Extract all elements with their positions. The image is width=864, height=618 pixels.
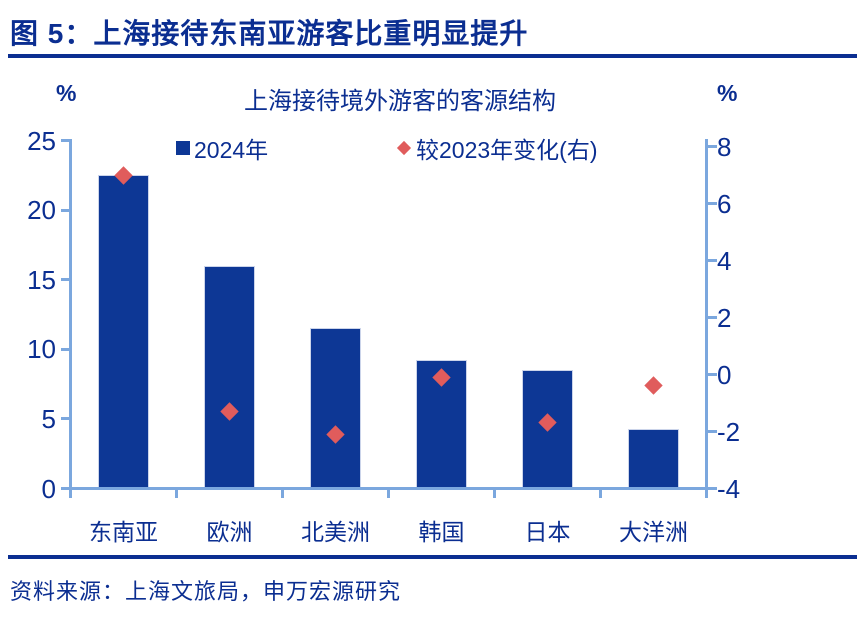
y-axis-right-tick-label: 2 <box>717 302 732 333</box>
legend-label-2024: 2024年 <box>194 137 269 163</box>
y-axis-right-tick <box>708 430 717 433</box>
bar-北美洲 <box>310 328 361 487</box>
x-axis-tick <box>387 490 390 498</box>
legend-item-change: 较2023年变化(右) <box>396 134 598 163</box>
legend-item-2024: 2024年 <box>176 134 269 163</box>
y-axis-right-tick-label: 8 <box>717 131 732 162</box>
bar-欧洲 <box>204 265 255 487</box>
category-label-东南亚: 东南亚 <box>89 519 158 545</box>
y-axis-left-tick <box>61 417 70 421</box>
category-label-北美洲: 北美洲 <box>301 519 370 545</box>
x-axis-tick <box>705 490 708 498</box>
y-axis-left-tick-label: 0 <box>41 473 56 504</box>
legend-diamond-swatch-icon <box>396 140 412 156</box>
bar-东南亚 <box>98 175 149 487</box>
x-axis-tick <box>599 490 602 498</box>
y-axis-left-tick-label: 15 <box>27 264 56 295</box>
y-axis-right-tick <box>708 259 717 262</box>
title-underline <box>8 54 857 58</box>
y-axis-left-tick <box>61 347 70 351</box>
y-axis-left-tick <box>61 139 70 142</box>
y-axis-left-tick-label: 20 <box>27 195 56 226</box>
y-axis-right-tick <box>708 145 717 148</box>
y-axis-right-tick <box>708 487 717 490</box>
y-axis-left-tick <box>61 208 70 212</box>
x-axis-tick <box>175 490 178 498</box>
bar-大洋洲 <box>628 428 679 487</box>
y-axis-left-tick-label: 25 <box>27 125 56 156</box>
y-axis-left-tick <box>61 278 70 282</box>
category-label-韩国: 韩国 <box>418 519 465 545</box>
y-axis-right-tick-label: -2 <box>717 416 741 447</box>
right-axis-unit-label: % <box>717 80 738 106</box>
left-axis-unit-label: % <box>56 80 77 106</box>
y-axis-right-tick-label: 4 <box>717 245 732 276</box>
source-note: 资料来源：上海文旅局，申万宏源研究 <box>10 579 402 604</box>
x-axis-line <box>62 487 716 490</box>
y-axis-left-tick-label: 10 <box>27 334 56 365</box>
y-axis-right-tick-label: 0 <box>717 359 732 390</box>
x-axis-tick <box>69 490 72 498</box>
y-axis-left-tick-label: 5 <box>41 403 56 434</box>
y-axis-right-tick <box>708 316 717 319</box>
x-axis-tick <box>281 490 284 498</box>
diamond-marker-大洋洲 <box>644 376 663 396</box>
category-label-大洋洲: 大洋洲 <box>619 519 688 545</box>
category-label-日本: 日本 <box>524 519 571 545</box>
y-axis-left-line <box>69 139 72 491</box>
y-axis-right-tick <box>708 373 717 376</box>
y-axis-right-tick-label: 6 <box>717 188 732 219</box>
y-axis-left-tick <box>61 487 70 490</box>
footer-divider <box>8 555 857 559</box>
chart-title: 上海接待境外游客的客源结构 <box>244 88 556 115</box>
legend-bar-swatch-icon <box>176 141 190 155</box>
y-axis-right-tick-label: -4 <box>717 473 741 504</box>
y-axis-right-tick <box>708 202 717 205</box>
x-axis-tick <box>493 490 496 498</box>
legend-label-change: 较2023年变化(右) <box>416 137 598 163</box>
y-axis-right-line <box>705 139 708 491</box>
figure-title: 图 5：上海接待东南亚游客比重明显提升 <box>10 18 529 49</box>
category-label-欧洲: 欧洲 <box>206 519 253 545</box>
